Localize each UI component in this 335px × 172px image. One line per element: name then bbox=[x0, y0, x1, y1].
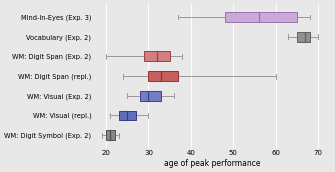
Bar bbox=[225, 12, 297, 22]
Bar bbox=[148, 71, 178, 81]
Bar bbox=[119, 111, 136, 120]
Bar bbox=[106, 130, 115, 140]
Bar bbox=[140, 91, 161, 101]
Bar bbox=[144, 51, 170, 61]
Bar bbox=[297, 32, 310, 42]
X-axis label: age of peak performance: age of peak performance bbox=[164, 159, 260, 168]
